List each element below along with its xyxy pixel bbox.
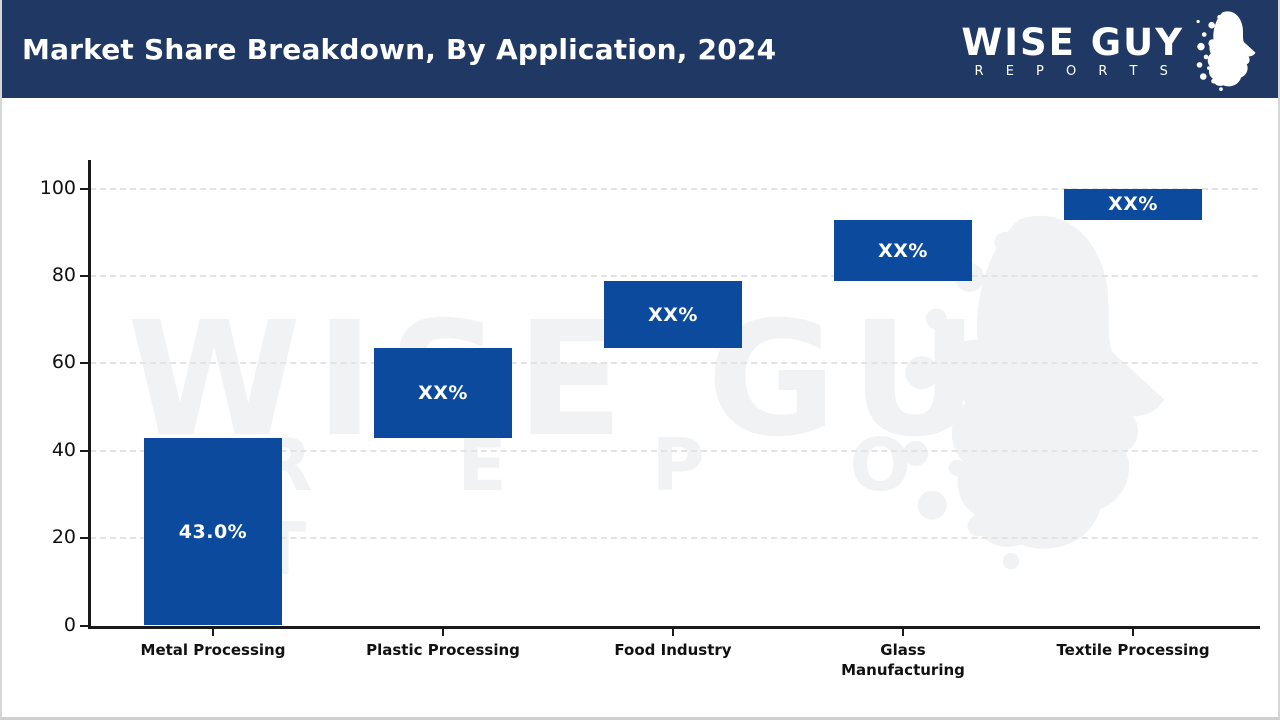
x-axis-spine: [88, 626, 1260, 629]
header-bar: Market Share Breakdown, By Application, …: [2, 0, 1278, 98]
bar-food-industry: XX%: [604, 280, 742, 349]
bar-plastic-processing: XX%: [374, 348, 512, 438]
brand-name: WISE GUY: [961, 20, 1184, 64]
gridline-60: [90, 362, 1258, 365]
brand-logo-text: WISE GUY R E P O R T S: [961, 24, 1184, 79]
bar-value-label: 43.0%: [178, 520, 248, 543]
chart-title: Market Share Breakdown, By Application, …: [22, 32, 777, 66]
y-tick-label: 40: [51, 438, 76, 461]
x-tick-label-plastic-processing: Plastic Processing: [366, 640, 520, 659]
y-tick-mark-60: [80, 362, 88, 365]
brand-face-icon: [1186, 7, 1270, 95]
bar-value-label: XX%: [418, 381, 468, 404]
y-tick-label: 100: [39, 176, 76, 199]
x-tick-mark: [902, 627, 904, 636]
gridline-100: [90, 187, 1258, 190]
bar-textile-processing: XX%: [1064, 188, 1202, 221]
brand-logo: WISE GUY R E P O R T S: [961, 7, 1270, 95]
bar-value-label: XX%: [648, 303, 698, 326]
y-tick-mark-20: [80, 537, 88, 540]
gridline-40: [90, 449, 1258, 452]
x-tick-mark: [442, 627, 444, 636]
x-tick-label-textile-processing: Textile Processing: [1056, 640, 1210, 659]
bar-metal-processing: 43.0%: [144, 437, 282, 626]
y-tick-mark-100: [80, 187, 88, 190]
x-tick-mark: [1132, 627, 1134, 636]
x-tick-label-glass: Glass Manufacturing: [841, 640, 965, 679]
y-tick-mark-0: [80, 624, 88, 627]
y-axis-spine: [88, 160, 91, 629]
gridline-20: [90, 537, 1258, 540]
y-tick-label: 60: [51, 351, 76, 374]
bar-value-label: XX%: [1108, 193, 1158, 216]
brand-subtitle: R E P O R T S: [974, 63, 1177, 79]
chart-area: WISE GU R E P O R T 0 20 40 60 80 100 43.0% XX…: [2, 98, 1278, 717]
x-tick-mark: [672, 627, 674, 636]
gridline-80: [90, 275, 1258, 278]
bar-glass-manufacturing: XX%: [834, 220, 972, 281]
bar-value-label: XX%: [878, 239, 928, 262]
x-tick-label-metal-processing: Metal Processing: [140, 640, 286, 659]
x-tick-mark: [212, 627, 214, 636]
y-tick-label: 80: [51, 264, 76, 287]
y-tick-label: 20: [51, 526, 76, 549]
y-tick-label: 0: [63, 613, 76, 636]
y-tick-mark-80: [80, 275, 88, 278]
y-tick-mark-40: [80, 449, 88, 452]
x-tick-label-food-industry: Food Industry: [614, 640, 732, 659]
